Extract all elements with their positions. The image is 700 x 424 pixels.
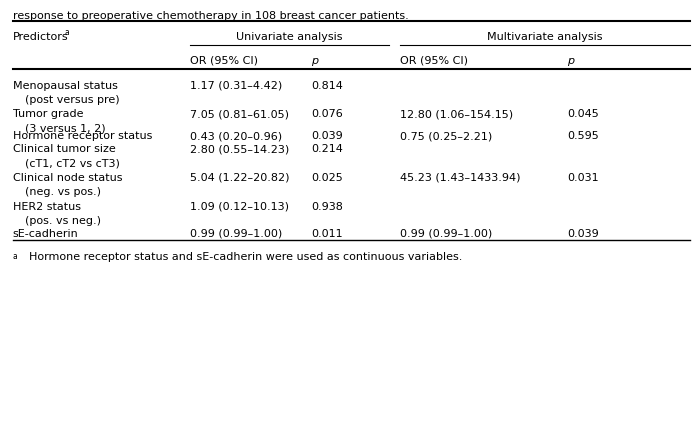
Text: Predictors: Predictors (13, 32, 68, 42)
Text: sE-cadherin: sE-cadherin (13, 229, 78, 239)
Text: Univariate analysis: Univariate analysis (236, 32, 343, 42)
Text: HER2 status: HER2 status (13, 202, 80, 212)
Text: 0.039: 0.039 (312, 131, 343, 142)
Text: p: p (567, 56, 574, 66)
Text: response to preoperative chemotherapy in 108 breast cancer patients.: response to preoperative chemotherapy in… (13, 11, 408, 21)
Text: 0.025: 0.025 (312, 173, 343, 183)
Text: (post versus pre): (post versus pre) (25, 95, 120, 105)
Text: 0.039: 0.039 (567, 229, 598, 239)
Text: 0.75 (0.25–2.21): 0.75 (0.25–2.21) (400, 131, 493, 142)
Text: 0.214: 0.214 (312, 144, 344, 154)
Text: 2.80 (0.55–14.23): 2.80 (0.55–14.23) (190, 144, 290, 154)
Text: 5.04 (1.22–20.82): 5.04 (1.22–20.82) (190, 173, 290, 183)
Text: 0.99 (0.99–1.00): 0.99 (0.99–1.00) (400, 229, 493, 239)
Text: 0.045: 0.045 (567, 109, 598, 120)
Text: 0.938: 0.938 (312, 202, 344, 212)
Text: a: a (64, 28, 69, 36)
Text: Hormone receptor status and sE-cadherin were used as continuous variables.: Hormone receptor status and sE-cadherin … (22, 252, 462, 262)
Text: 0.43 (0.20–0.96): 0.43 (0.20–0.96) (190, 131, 283, 142)
Text: (neg. vs pos.): (neg. vs pos.) (25, 187, 101, 197)
Text: 12.80 (1.06–154.15): 12.80 (1.06–154.15) (400, 109, 514, 120)
Text: 0.031: 0.031 (567, 173, 598, 183)
Text: (pos. vs neg.): (pos. vs neg.) (25, 216, 101, 226)
Text: 1.09 (0.12–10.13): 1.09 (0.12–10.13) (190, 202, 289, 212)
Text: Hormone receptor status: Hormone receptor status (13, 131, 152, 142)
Text: (cT1, cT2 vs cT3): (cT1, cT2 vs cT3) (25, 158, 120, 168)
Text: OR (95% CI): OR (95% CI) (190, 56, 258, 66)
Text: 0.595: 0.595 (567, 131, 598, 142)
Text: 1.17 (0.31–4.42): 1.17 (0.31–4.42) (190, 81, 283, 91)
Text: Menopausal status: Menopausal status (13, 81, 118, 91)
Text: a: a (13, 252, 18, 261)
Text: (3 versus 1, 2): (3 versus 1, 2) (25, 123, 106, 134)
Text: 7.05 (0.81–61.05): 7.05 (0.81–61.05) (190, 109, 289, 120)
Text: Clinical tumor size: Clinical tumor size (13, 144, 116, 154)
Text: 0.99 (0.99–1.00): 0.99 (0.99–1.00) (190, 229, 283, 239)
Text: 0.076: 0.076 (312, 109, 343, 120)
Text: Clinical node status: Clinical node status (13, 173, 122, 183)
Text: 0.814: 0.814 (312, 81, 344, 91)
Text: 0.011: 0.011 (312, 229, 343, 239)
Text: p: p (312, 56, 318, 66)
Text: OR (95% CI): OR (95% CI) (400, 56, 468, 66)
Text: Multivariate analysis: Multivariate analysis (487, 32, 603, 42)
Text: 45.23 (1.43–1433.94): 45.23 (1.43–1433.94) (400, 173, 521, 183)
Text: Tumor grade: Tumor grade (13, 109, 83, 120)
